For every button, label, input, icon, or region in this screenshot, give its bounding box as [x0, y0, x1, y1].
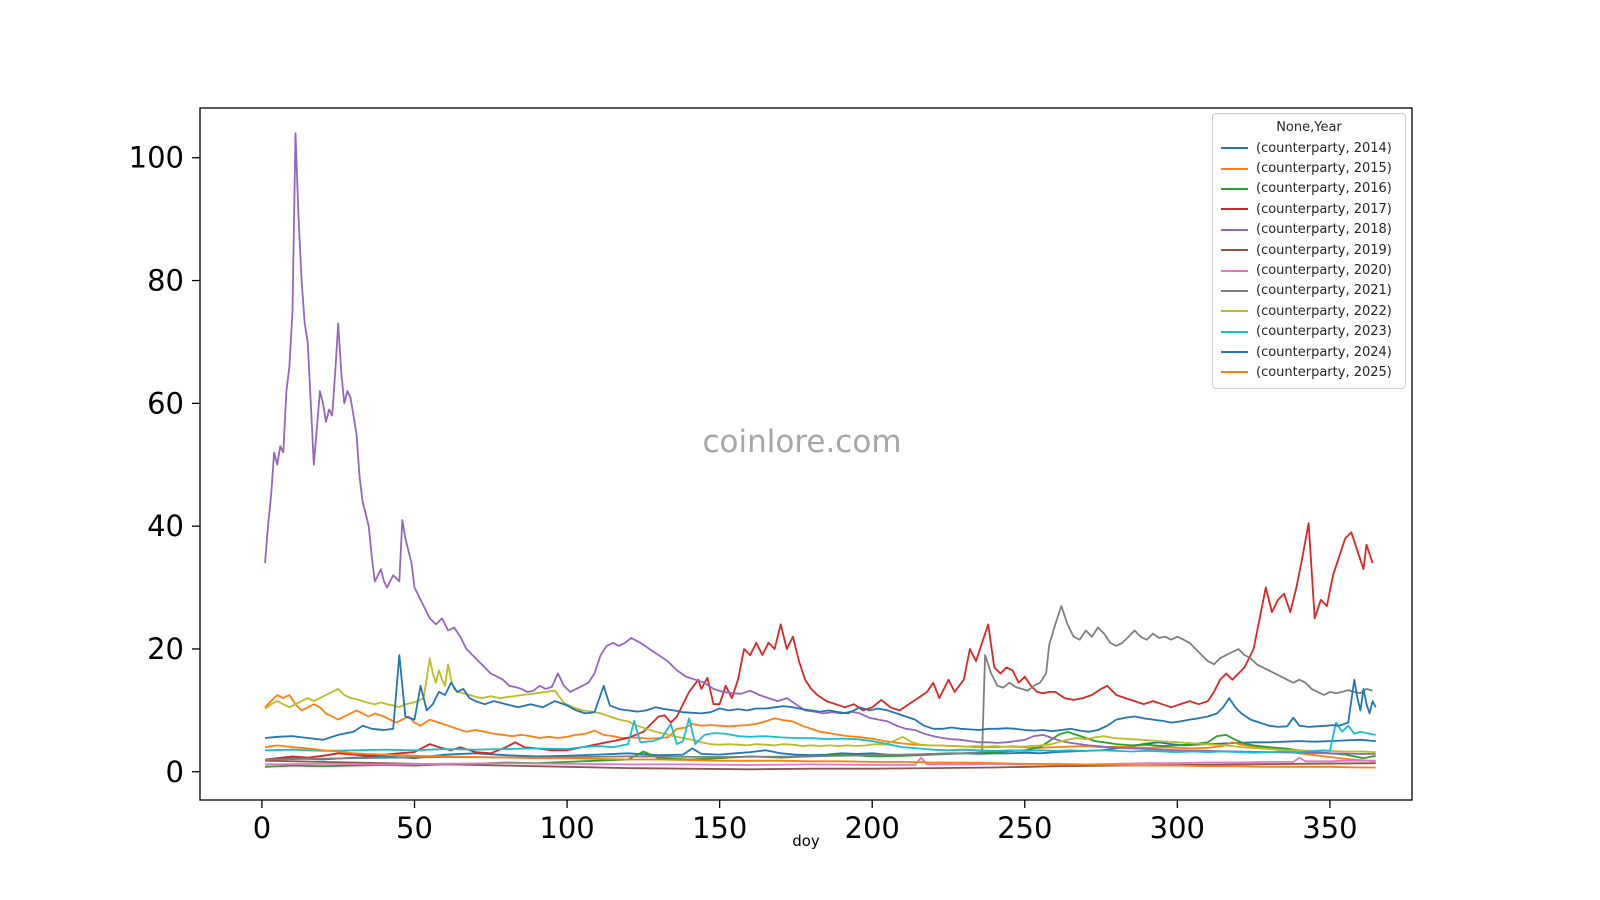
x-tick-label: 0 — [253, 811, 271, 845]
y-tick-label: 20 — [147, 632, 184, 666]
legend: None,Year (counterparty, 2014) (counterpa… — [1212, 113, 1406, 389]
legend-item-2017: (counterparty, 2017) — [1219, 199, 1399, 219]
legend-line-swatch — [1221, 167, 1248, 170]
legend-item-label: (counterparty, 2021) — [1256, 283, 1392, 299]
legend-line-swatch — [1221, 310, 1248, 313]
axes-frame — [199, 107, 1413, 801]
legend-item-2016: (counterparty, 2016) — [1219, 179, 1399, 199]
series-line-2024 — [264, 654, 1377, 741]
series-group — [264, 132, 1377, 771]
x-tick-label: 300 — [1150, 811, 1205, 845]
y-tick-label: 60 — [147, 386, 184, 420]
legend-line-swatch — [1221, 249, 1248, 252]
legend-item-2014: (counterparty, 2014) — [1219, 138, 1399, 158]
legend-line-swatch — [1221, 330, 1248, 333]
legend-line-swatch — [1221, 228, 1248, 231]
legend-item-label: (counterparty, 2014) — [1256, 140, 1392, 156]
x-axis-label: doy — [792, 832, 820, 850]
legend-line-swatch — [1221, 289, 1248, 292]
x-tick-label: 50 — [396, 811, 433, 845]
x-tick-label: 100 — [539, 811, 594, 845]
legend-item-2025: (counterparty, 2025) — [1219, 362, 1399, 382]
series-line-2018 — [264, 132, 1376, 755]
legend-line-swatch — [1221, 208, 1248, 211]
legend-item-2024: (counterparty, 2024) — [1219, 342, 1399, 362]
y-tick-label: 40 — [147, 509, 184, 543]
legend-line-swatch — [1221, 351, 1248, 354]
x-tick-label: 150 — [692, 811, 747, 845]
legend-item-label: (counterparty, 2022) — [1256, 303, 1392, 319]
x-tick-label: 350 — [1302, 811, 1357, 845]
legend-item-label: (counterparty, 2017) — [1256, 201, 1392, 217]
legend-item-label: (counterparty, 2019) — [1256, 242, 1392, 258]
legend-item-label: (counterparty, 2018) — [1256, 222, 1392, 238]
legend-line-swatch — [1221, 269, 1248, 272]
series-line-2021 — [264, 605, 1373, 761]
legend-item-2015: (counterparty, 2015) — [1219, 158, 1399, 178]
series-line-2022 — [264, 657, 1376, 753]
legend-item-label: (counterparty, 2025) — [1256, 364, 1392, 380]
legend-item-2019: (counterparty, 2019) — [1219, 240, 1399, 260]
series-line-2017 — [264, 522, 1374, 761]
legend-item-label: (counterparty, 2020) — [1256, 263, 1392, 279]
legend-item-label: (counterparty, 2015) — [1256, 161, 1392, 177]
x-tick-label: 200 — [845, 811, 900, 845]
legend-item-label: (counterparty, 2023) — [1256, 324, 1392, 340]
series-line-2015 — [264, 694, 1376, 763]
series-line-2023 — [264, 717, 1376, 754]
y-tick-label: 100 — [129, 141, 184, 175]
legend-line-swatch — [1221, 371, 1248, 374]
legend-item-2022: (counterparty, 2022) — [1219, 301, 1399, 321]
legend-items: (counterparty, 2014) (counterparty, 2015)… — [1219, 138, 1399, 383]
y-tick-label: 80 — [147, 264, 184, 298]
legend-item-2020: (counterparty, 2020) — [1219, 260, 1399, 280]
legend-line-swatch — [1221, 147, 1248, 150]
legend-line-swatch — [1221, 187, 1248, 190]
legend-item-label: (counterparty, 2024) — [1256, 344, 1392, 360]
y-tick-label: 0 — [166, 755, 184, 789]
legend-item-2021: (counterparty, 2021) — [1219, 281, 1399, 301]
legend-item-label: (counterparty, 2016) — [1256, 181, 1392, 197]
x-tick-label: 250 — [997, 811, 1052, 845]
legend-item-2018: (counterparty, 2018) — [1219, 220, 1399, 240]
legend-title: None,Year — [1276, 120, 1342, 135]
legend-item-2023: (counterparty, 2023) — [1219, 322, 1399, 342]
series-line-2025 — [264, 744, 1376, 769]
watermark-text: coinlore.com — [702, 424, 901, 460]
